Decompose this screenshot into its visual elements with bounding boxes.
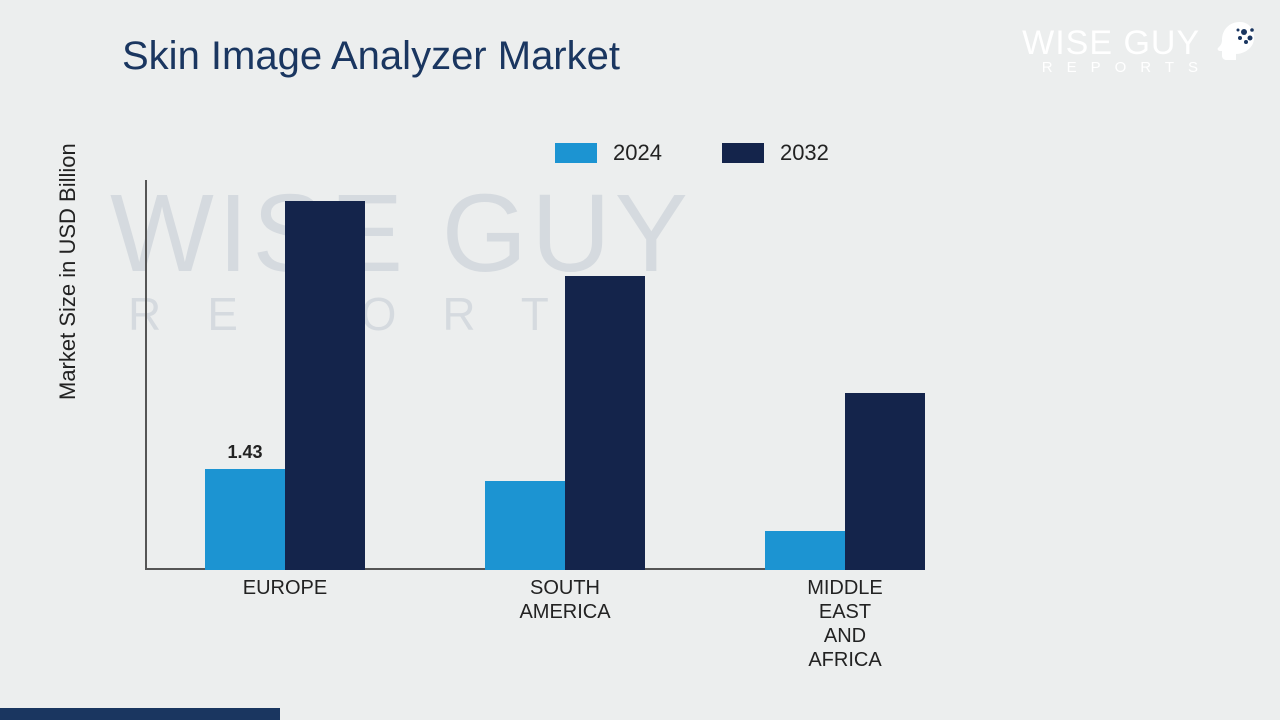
bar-chart: Market Size in USD Billion 2024 2032 1.4…: [95, 140, 925, 680]
bar-2032: [565, 276, 645, 570]
bar-2024: [205, 469, 285, 570]
brand-logo-line1: WISE GUY: [990, 20, 1260, 63]
legend-label-2024: 2024: [613, 140, 662, 166]
bar-2032: [845, 393, 925, 570]
bar-value-label: 1.43: [205, 442, 285, 463]
infographic-canvas: WISE GUY REPORTS Skin Image Analyzer Mar…: [0, 0, 1280, 720]
bar-2024: [765, 531, 845, 570]
legend-item-2024: 2024: [555, 140, 662, 166]
legend-swatch-2024: [555, 143, 597, 163]
brand-logo: WISE GUY REPORTS: [990, 20, 1260, 76]
category-label: EUROPE: [195, 576, 375, 600]
bar-2032: [285, 201, 365, 570]
legend-label-2032: 2032: [780, 140, 829, 166]
plot-area: 1.43EUROPESOUTH AMERICAMIDDLE EAST AND A…: [145, 180, 925, 570]
head-silhouette-icon: [1214, 20, 1260, 60]
legend-item-2032: 2032: [722, 140, 829, 166]
bar-2024: [485, 481, 565, 570]
legend: 2024 2032: [555, 140, 829, 166]
category-label: SOUTH AMERICA: [475, 576, 655, 624]
y-axis-label: Market Size in USD Billion: [55, 143, 81, 400]
bottom-accent-bar: [0, 708, 280, 720]
chart-title: Skin Image Analyzer Market: [122, 34, 620, 79]
brand-logo-text1: WISE GUY: [1022, 24, 1199, 62]
legend-swatch-2032: [722, 143, 764, 163]
category-label: MIDDLE EAST AND AFRICA: [755, 576, 935, 672]
y-axis-line: [145, 180, 147, 570]
